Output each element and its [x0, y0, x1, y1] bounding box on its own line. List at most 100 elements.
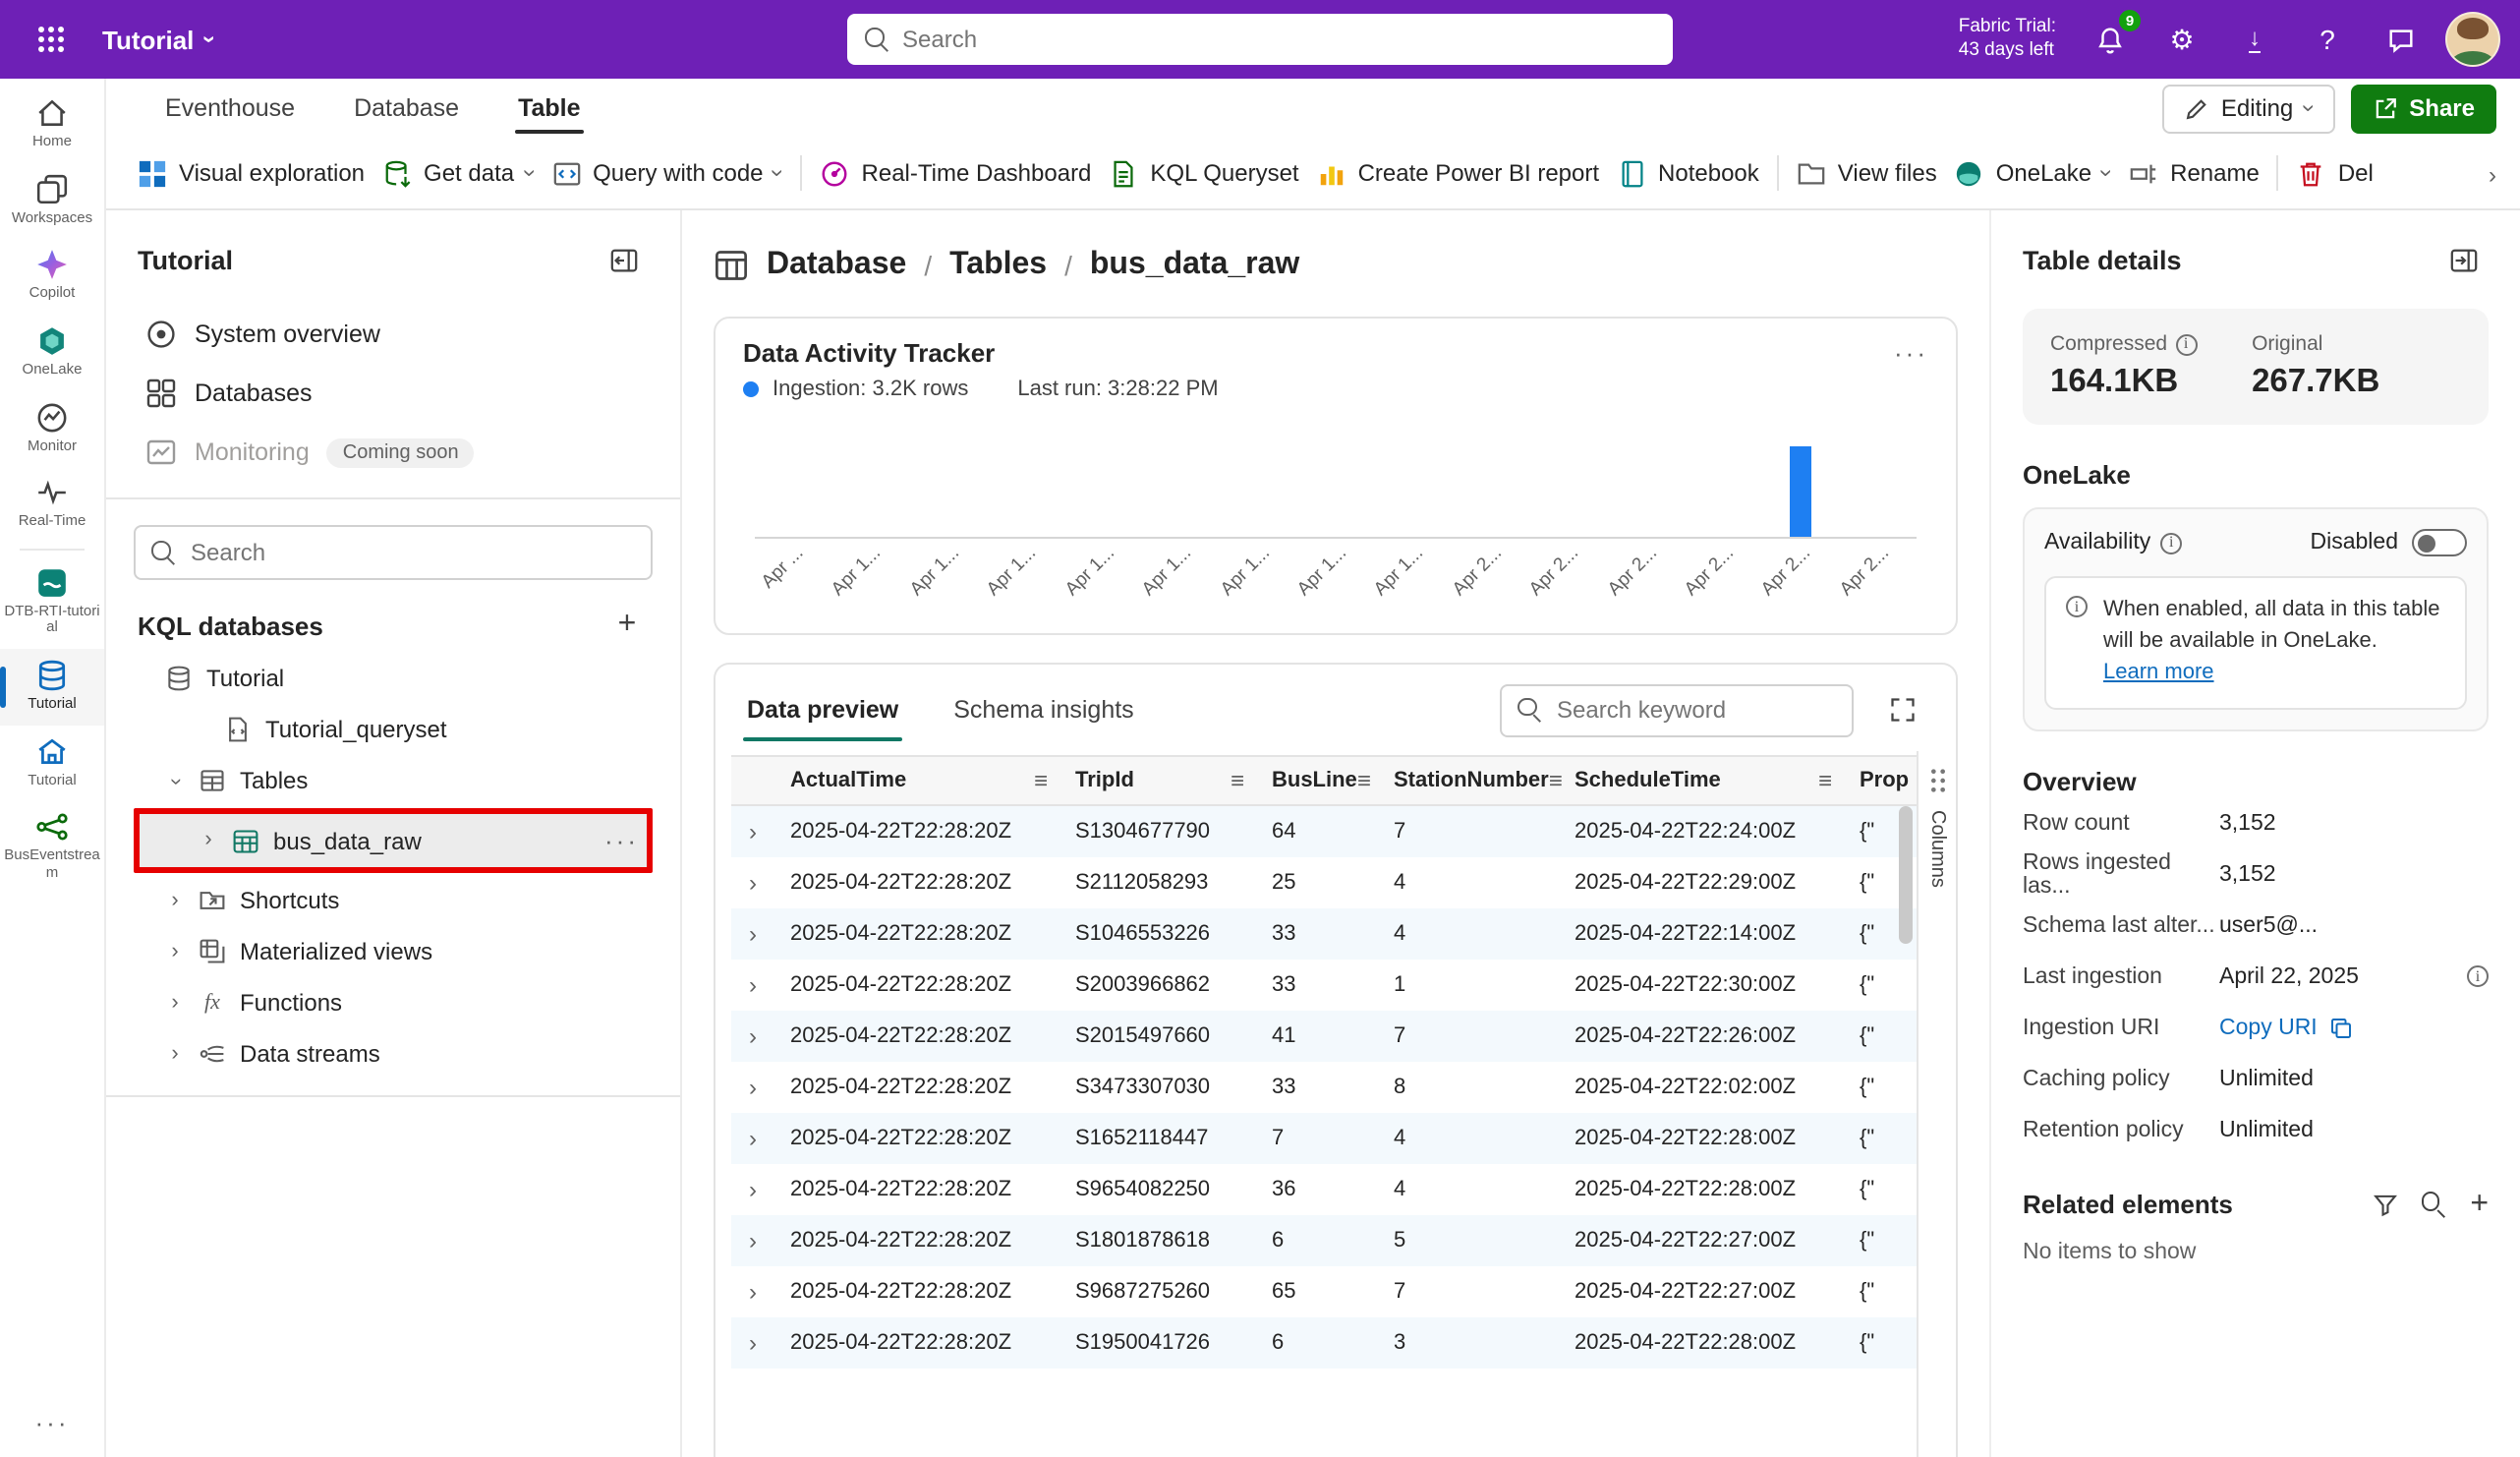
columns-side-panel-tab[interactable]: Columns	[1917, 751, 1956, 1457]
learn-more-link[interactable]: Learn more	[2103, 660, 2214, 684]
header-bus-line[interactable]: BusLine ≡	[1264, 767, 1386, 794]
query-with-code-button[interactable]: Query with code ›	[551, 158, 793, 188]
add-database-button[interactable]: +	[617, 608, 637, 641]
rail-item-tutorial-database[interactable]: Tutorial	[0, 649, 104, 726]
tree-item-database-tutorial[interactable]: Tutorial	[134, 653, 653, 704]
rail-item-tutorial-eventhouse[interactable]: Tutorial	[0, 725, 104, 800]
info-icon[interactable]: i	[2175, 333, 2198, 355]
rail-item-copilot[interactable]: Copilot	[0, 239, 104, 315]
table-row[interactable]: › 2025-04-22T22:28:20Z S3473307030 33 8 …	[731, 1062, 1956, 1113]
notifications-button[interactable]: 9	[2082, 8, 2143, 67]
table-row[interactable]: › 2025-04-22T22:28:20Z S1046553226 33 4 …	[731, 908, 1956, 960]
column-menu-icon[interactable]: ≡	[1356, 767, 1371, 794]
row-expand-icon[interactable]: ›	[749, 922, 757, 946]
workspace-switcher[interactable]: Tutorial ›	[102, 25, 223, 54]
row-expand-icon[interactable]: ›	[749, 1229, 757, 1253]
tree-item-shortcuts[interactable]: › Shortcuts	[134, 875, 653, 926]
get-data-button[interactable]: Get data ›	[382, 158, 544, 188]
sidebar-search-input[interactable]	[134, 525, 653, 580]
table-row[interactable]: › 2025-04-22T22:28:20Z S1950041726 6 3 2…	[731, 1317, 1956, 1369]
chevron-right-icon[interactable]: ›	[204, 828, 212, 851]
view-files-button[interactable]: View files	[1797, 158, 1937, 188]
feedback-button[interactable]	[2373, 12, 2428, 67]
column-menu-icon[interactable]: ≡	[1548, 767, 1563, 794]
visual-exploration-button[interactable]: Visual exploration	[138, 158, 365, 188]
collapse-panel-button[interactable]	[598, 234, 649, 285]
rail-item-workspaces[interactable]: Workspaces	[0, 162, 104, 238]
column-menu-icon[interactable]: ≡	[1817, 767, 1832, 794]
app-launcher-button[interactable]	[20, 8, 83, 71]
column-menu-icon[interactable]: ≡	[1033, 767, 1048, 794]
share-button[interactable]: Share	[2350, 84, 2496, 133]
copy-uri-link[interactable]: Copy URI	[2219, 1016, 2318, 1040]
rename-button[interactable]: Rename	[2129, 158, 2260, 188]
search-input[interactable]	[847, 14, 1673, 65]
rail-item-buseventstream[interactable]: BusEventstream	[0, 801, 104, 895]
toolbar-overflow-button[interactable]: ›	[2481, 157, 2504, 189]
header-schedule-time[interactable]: ScheduleTime ≡	[1567, 767, 1852, 794]
breadcrumb-tables[interactable]: Tables	[949, 248, 1048, 281]
chevron-right-icon[interactable]: ›	[171, 888, 179, 911]
tab-database[interactable]: Database	[350, 83, 463, 134]
header-station-number[interactable]: StationNumber ≡	[1386, 767, 1567, 794]
more-icon[interactable]: ···	[604, 826, 639, 855]
header-trip-id[interactable]: TripId ≡	[1067, 767, 1264, 794]
breadcrumb-database[interactable]: Database	[767, 248, 907, 281]
row-expand-icon[interactable]: ›	[749, 1178, 757, 1201]
onelake-button[interactable]: OneLake ›	[1955, 158, 2121, 188]
keyword-search[interactable]	[1500, 683, 1854, 736]
delete-button[interactable]: Del	[2297, 158, 2374, 188]
tree-item-data-streams[interactable]: › Data streams	[134, 1028, 653, 1079]
column-menu-icon[interactable]: ≡	[1230, 767, 1244, 794]
row-expand-icon[interactable]: ›	[749, 1331, 757, 1355]
table-row[interactable]: › 2025-04-22T22:28:20Z S2003966862 33 1 …	[731, 960, 1956, 1011]
rail-item-monitor[interactable]: Monitor	[0, 390, 104, 466]
chevron-right-icon[interactable]: ›	[171, 1041, 179, 1065]
header-actual-time[interactable]: ActualTime ≡	[782, 767, 1067, 794]
global-search[interactable]	[847, 14, 1673, 65]
notebook-button[interactable]: Notebook	[1617, 158, 1759, 188]
tree-item-tables[interactable]: › Tables	[134, 755, 653, 806]
table-row[interactable]: › 2025-04-22T22:28:20Z S1304677790 64 7 …	[731, 806, 1956, 857]
chevron-right-icon[interactable]: ›	[171, 990, 179, 1014]
chevron-down-icon[interactable]: ›	[164, 777, 188, 785]
fullscreen-button[interactable]	[1877, 684, 1928, 735]
chevron-right-icon[interactable]: ›	[171, 939, 179, 962]
open-panel-button[interactable]	[2437, 234, 2489, 285]
header-properties[interactable]: Prop	[1852, 769, 1956, 792]
table-row[interactable]: › 2025-04-22T22:28:20Z S1652118447 7 4 2…	[731, 1113, 1956, 1164]
row-expand-icon[interactable]: ›	[749, 1280, 757, 1304]
row-expand-icon[interactable]: ›	[749, 820, 757, 844]
create-power-bi-report-button[interactable]: Create Power BI report	[1317, 158, 1599, 188]
tab-schema-insights[interactable]: Schema insights	[949, 678, 1137, 741]
rail-item-real-time[interactable]: Real-Time	[0, 466, 104, 542]
tab-table[interactable]: Table	[514, 83, 585, 134]
row-expand-icon[interactable]: ›	[749, 1127, 757, 1150]
sidebar-item-databases[interactable]: Databases	[134, 364, 653, 423]
help-button[interactable]: ?	[2300, 12, 2355, 67]
tree-item-bus-data-raw[interactable]: › bus_data_raw ···	[140, 814, 647, 867]
download-button[interactable]: ↓	[2227, 12, 2282, 67]
table-row[interactable]: › 2025-04-22T22:28:20Z S9654082250 36 4 …	[731, 1164, 1956, 1215]
sidebar-item-system-overview[interactable]: System overview	[134, 305, 653, 364]
info-icon[interactable]: i	[2160, 532, 2183, 554]
table-row[interactable]: › 2025-04-22T22:28:20Z S2015497660 41 7 …	[731, 1011, 1956, 1062]
sidebar-search[interactable]	[134, 525, 653, 580]
filter-icon[interactable]	[2372, 1193, 2397, 1218]
settings-button[interactable]: ⚙	[2154, 12, 2209, 67]
more-icon[interactable]: ···	[1894, 338, 1928, 368]
rail-item-onelake[interactable]: OneLake	[0, 315, 104, 390]
row-expand-icon[interactable]: ›	[749, 1076, 757, 1099]
tab-eventhouse[interactable]: Eventhouse	[161, 83, 299, 134]
info-icon[interactable]: i	[2467, 965, 2489, 988]
add-related-button[interactable]: +	[2470, 1187, 2489, 1221]
search-icon[interactable]	[2421, 1192, 2446, 1218]
row-expand-icon[interactable]: ›	[749, 973, 757, 997]
table-row[interactable]: › 2025-04-22T22:28:20Z S1801878618 6 5 2…	[731, 1215, 1956, 1266]
table-row[interactable]: › 2025-04-22T22:28:20Z S2112058293 25 4 …	[731, 857, 1956, 908]
real-time-dashboard-button[interactable]: Real-Time Dashboard	[821, 158, 1091, 188]
vertical-scrollbar-thumb[interactable]	[1899, 806, 1913, 944]
rail-item-home[interactable]: Home	[0, 87, 104, 162]
row-expand-icon[interactable]: ›	[749, 1024, 757, 1048]
keyword-search-input[interactable]	[1500, 683, 1854, 736]
